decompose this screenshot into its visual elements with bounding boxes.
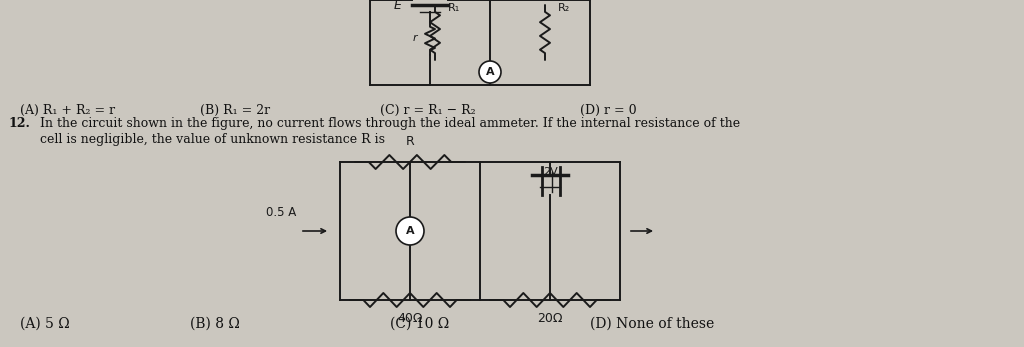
Text: (A) R₁ + R₂ = r: (A) R₁ + R₂ = r [20,104,115,117]
Text: (D) None of these: (D) None of these [590,317,715,331]
Text: (A) 5 Ω: (A) 5 Ω [20,317,70,331]
Text: 12.: 12. [8,117,30,130]
Text: 0.5 A: 0.5 A [266,206,296,219]
Text: 20Ω: 20Ω [538,312,563,325]
Text: In the circuit shown in the figure, no current flows through the ideal ammeter. : In the circuit shown in the figure, no c… [40,117,740,130]
Text: A: A [485,67,495,77]
Text: E: E [394,0,402,11]
Text: (C) 10 Ω: (C) 10 Ω [390,317,450,331]
Text: R₁: R₁ [449,3,460,13]
Text: (B) R₁ = 2r: (B) R₁ = 2r [200,104,270,117]
Circle shape [396,217,424,245]
Text: 40Ω: 40Ω [397,312,423,325]
Text: R: R [406,135,415,148]
Text: A: A [406,226,415,236]
Text: (B) 8 Ω: (B) 8 Ω [190,317,240,331]
Text: r: r [413,33,418,43]
Text: (C) r = R₁ − R₂: (C) r = R₁ − R₂ [380,104,475,117]
Circle shape [479,61,501,83]
Text: cell is negligible, the value of unknown resistance R is: cell is negligible, the value of unknown… [40,133,385,146]
Text: 2V: 2V [543,167,557,177]
Text: (D) r = 0: (D) r = 0 [580,104,637,117]
Text: R₂: R₂ [558,3,570,13]
